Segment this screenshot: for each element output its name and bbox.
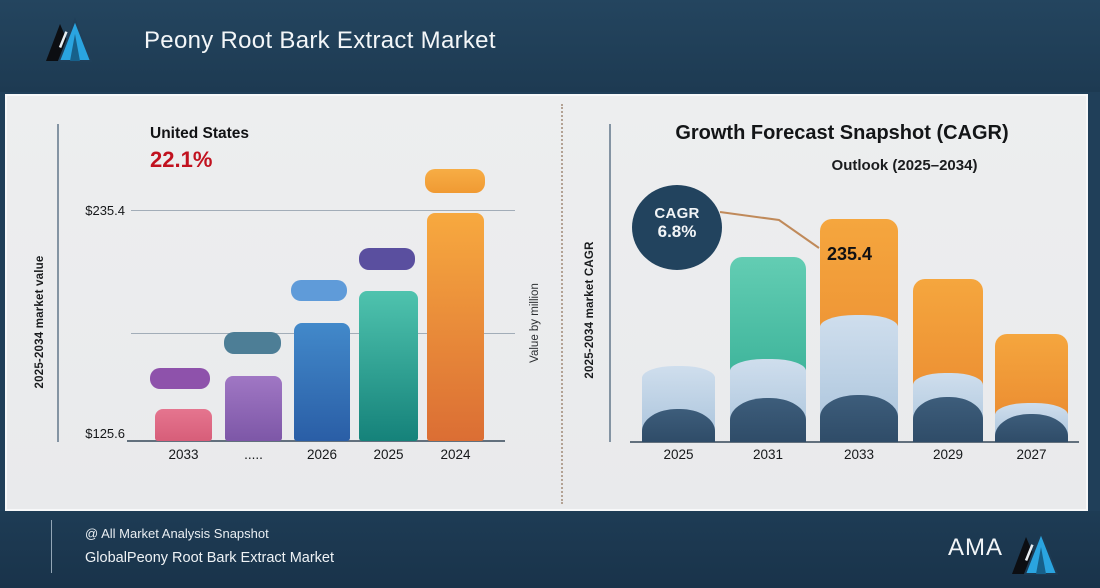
left-bar-cap-2024 [425,169,485,193]
left-x-label-2026: 2026 [306,447,338,462]
right-chart-baseline [630,441,1079,443]
left-chart: United States 22.1% 2025-2034 market val… [7,96,1086,509]
left-x-label-2025: 2025 [373,447,404,462]
left-chart-y-axis [57,124,59,442]
right-bar-2029-base [913,397,983,442]
left-bar-..... [225,376,282,441]
left-bar-2025 [359,291,418,441]
footer-report-title: GlobalPeony Root Bark Extract Market [85,550,335,566]
footer-note: @ All Market Analysis Snapshot [85,526,269,541]
right-x-label-2025: 2025 [663,447,694,462]
y-tick-bottom: $125.6 [85,426,125,441]
right-chart: Growth Forecast Snapshot (CAGR) Outlook … [7,96,1086,509]
y-tick-top: $235.4 [85,203,125,218]
right-x-label-2031: 2031 [752,447,784,462]
cagr-badge: CAGR 6.8% [632,185,722,270]
left-chart-region-label: United States [150,125,250,142]
right-bar-2027-base [995,414,1068,442]
left-x-label-2033: 2033 [168,447,199,462]
panel-divider [561,104,563,504]
left-bar-2024 [427,213,484,441]
footer-divider [51,520,52,573]
left-chart-baseline [127,440,505,442]
cagr-badge-value: 6.8% [657,222,697,241]
header-bar: Peony Root Bark Extract Market [0,0,1100,92]
right-chart-subtitle: Outlook (2025–2034) [831,157,978,174]
left-bar-cap-2025 [359,248,415,270]
right-x-label-2027: 2027 [1016,447,1047,462]
right-bar-2031-base [730,398,806,442]
ama-logo-icon [46,17,92,62]
callout-value: 235.4 [827,244,873,264]
left-chart-plot: 2033..... 2026 2025 2024 [7,96,1086,509]
right-chart-plot: 2025 2031 2033 2029 2027 [7,96,1086,509]
right-chart-y-axis [609,124,611,442]
left-bar-cap-2033 [150,368,210,389]
right-bar-2033-base [820,395,898,442]
content-frame: United States 22.1% 2025-2034 market val… [5,94,1088,511]
left-bar-2026 [294,323,350,441]
left-bar-2033 [155,409,212,441]
left-bar-cap-2026 [291,280,347,301]
left-x-label-.....: ..... [244,447,263,462]
footer-bar: @ All Market Analysis Snapshot GlobalPeo… [0,511,1100,588]
cagr-badge-label: CAGR [654,205,700,222]
right-x-label-2033: 2033 [843,447,875,462]
left-bar-cap-..... [224,332,281,354]
right-x-label-2029: 2029 [932,447,964,462]
page-title: Peony Root Bark Extract Market [144,27,496,54]
footer-ama-logo-icon [1012,530,1058,575]
gridline-top [131,210,515,211]
left-chart-highlight-value: 22.1% [150,147,213,172]
right-bar-2025-base [642,409,715,442]
left-x-label-2024: 2024 [440,447,471,462]
right-chart-title: Growth Forecast Snapshot (CAGR) [675,122,1009,144]
footer-brand-text: AMA [948,534,1004,561]
